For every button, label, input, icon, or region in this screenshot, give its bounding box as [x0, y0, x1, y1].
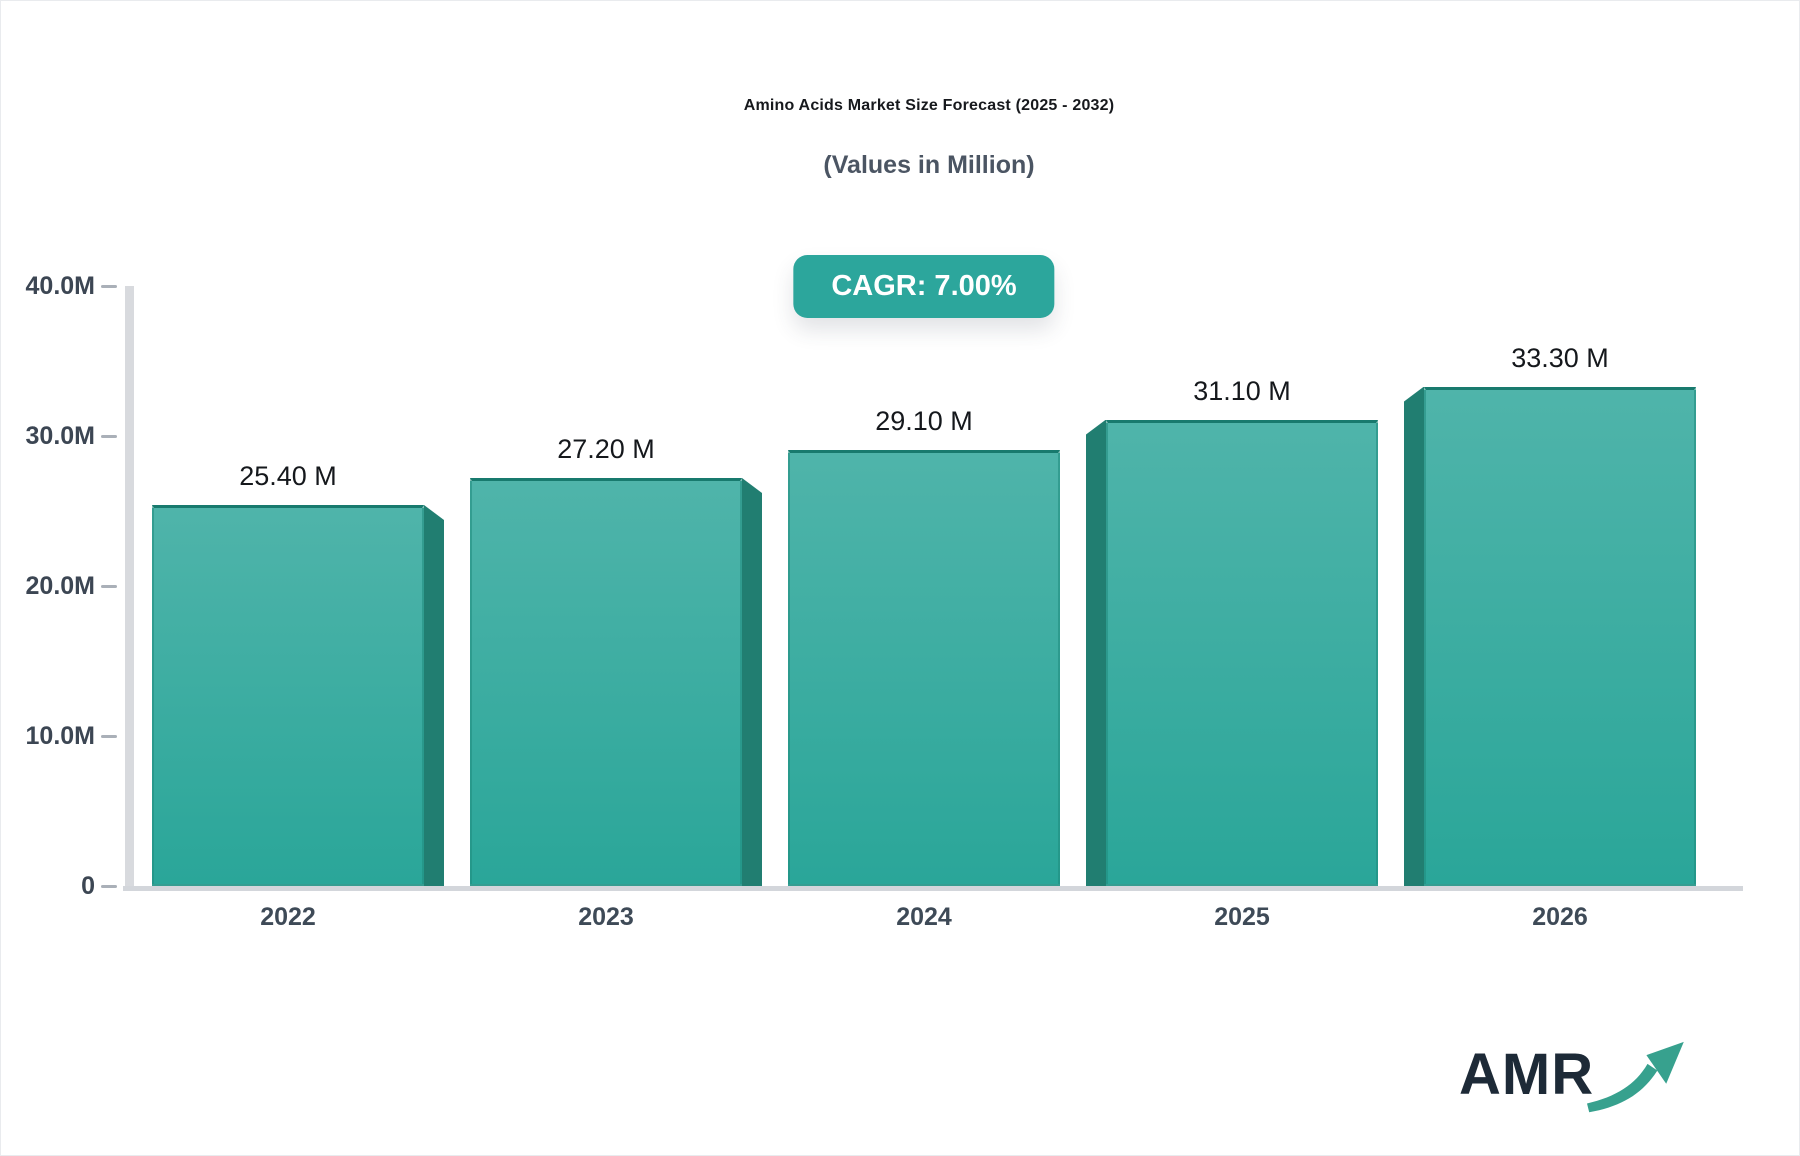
x-axis-category-label: 2022: [260, 903, 316, 931]
bar-2023[interactable]: [470, 478, 742, 886]
y-tick-mark: [101, 585, 117, 588]
y-tick-mark: [101, 285, 117, 288]
x-axis-category-label: 2024: [896, 903, 952, 931]
y-axis-line: [125, 286, 134, 889]
bar-3d-side-panel: [1086, 419, 1106, 886]
bar-2026[interactable]: [1424, 386, 1696, 886]
bar-value-label: 31.10 M: [1193, 375, 1291, 406]
bar-3d-side-panel: [1404, 386, 1424, 886]
bar-2022[interactable]: [152, 505, 424, 886]
bar-value-label: 33.30 M: [1511, 342, 1609, 373]
x-axis-category-label: 2026: [1532, 903, 1588, 931]
bar-2024[interactable]: [788, 449, 1060, 886]
y-tick-label: 10.0M: [25, 722, 95, 750]
bar-3d-side-panel: [742, 478, 762, 886]
y-tick-label: 20.0M: [25, 572, 95, 600]
y-tick-mark: [101, 435, 117, 438]
cagr-badge: CAGR: 7.00%: [793, 255, 1055, 318]
amr-logo: AMR: [1459, 1033, 1689, 1119]
x-axis-baseline: [123, 886, 1743, 891]
bar-value-label: 29.10 M: [875, 405, 973, 436]
chart-subtitle: (Values in Million): [823, 151, 1035, 179]
x-axis-category-label: 2023: [578, 903, 634, 931]
y-tick-mark: [101, 885, 117, 888]
y-tick-mark: [101, 735, 117, 738]
y-tick-label: 0: [81, 872, 95, 900]
y-tick-label: 40.0M: [25, 272, 95, 300]
growth-arrow-icon: [1587, 1041, 1684, 1113]
chart-title: Amino Acids Market Size Forecast (2025 -…: [743, 97, 1115, 114]
bar-value-label: 27.20 M: [557, 434, 655, 464]
amr-logo-text: AMR: [1459, 1042, 1595, 1107]
x-axis-category-label: 2025: [1214, 903, 1270, 931]
y-tick-label: 30.0M: [25, 422, 95, 450]
bar-2025[interactable]: [1106, 419, 1378, 886]
bar-3d-side-panel: [424, 505, 444, 886]
bar-value-label: 25.40 M: [239, 461, 337, 491]
